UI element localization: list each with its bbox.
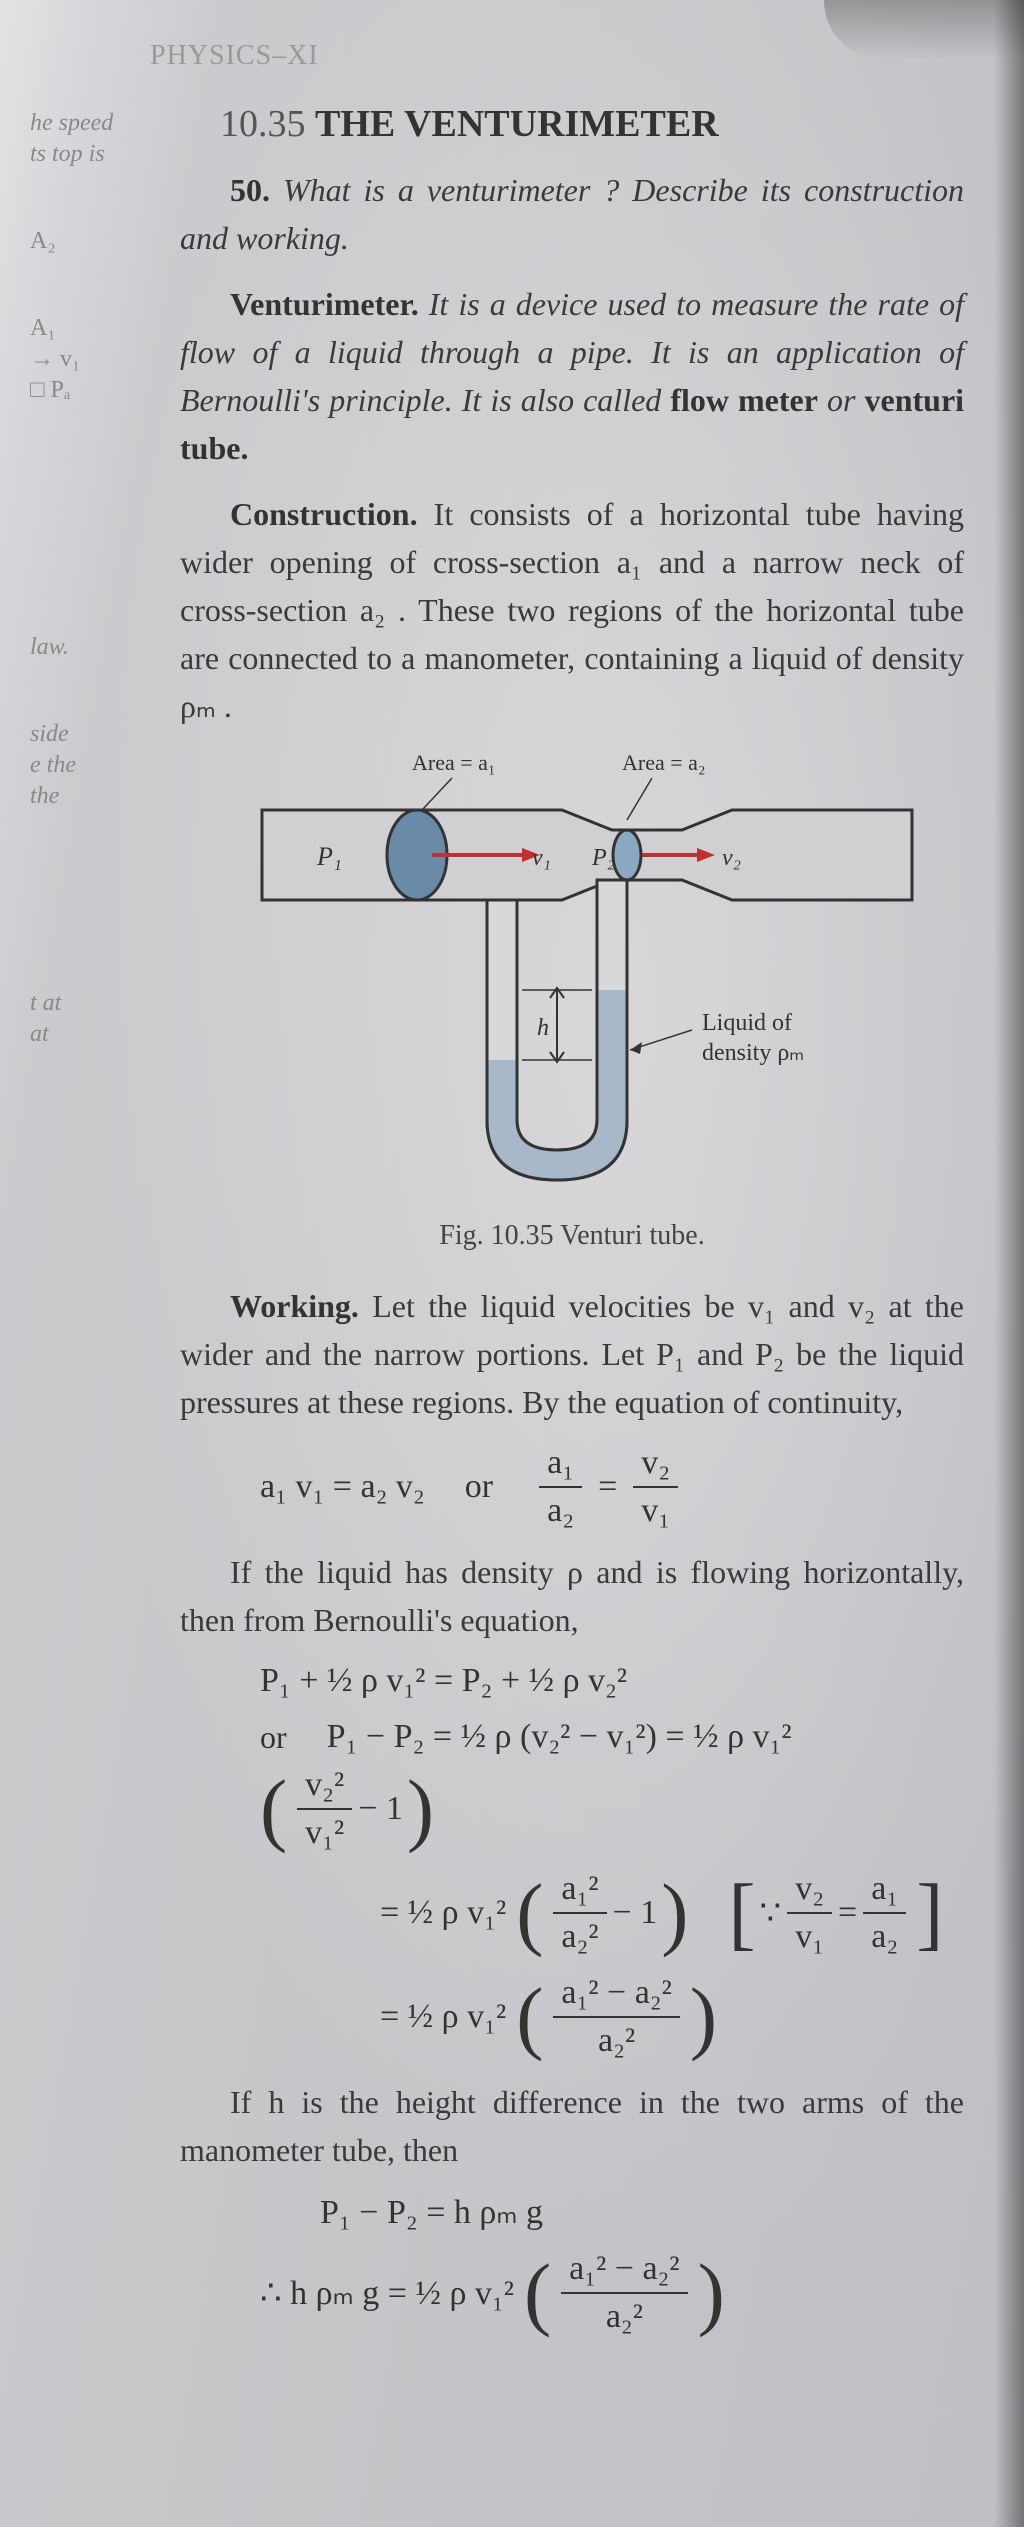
eq-continuity: a₁ v₁ = a₂ v₂ or a₁ a₂ = v₂ v₁ xyxy=(260,1444,964,1530)
para-venturimeter-def: Venturimeter. It is a device used to mea… xyxy=(180,280,964,472)
eq-pressure-diff: or P₁ − P₂ = ½ ρ (v₂² − v₁²) = ½ ρ v₁² v… xyxy=(260,1718,964,1852)
paren-group: a₁² − a₂² a₂² xyxy=(524,2250,725,2336)
fraction: v₂² v₁² xyxy=(297,1766,352,1852)
disc-a2 xyxy=(613,830,641,880)
fraction: a₁ a₂ xyxy=(863,1870,906,1956)
side-note-bracket: ∵ v₂ v₁ = a₁ a₂ xyxy=(728,1870,943,1956)
question-number: 50. xyxy=(230,172,270,208)
para-height-diff: If h is the height difference in the two… xyxy=(180,2078,964,2174)
margin-text: A₁ xyxy=(30,315,160,342)
eq-sub-a: = ½ ρ v₁² a₁² a₂² − 1 ∵ v₂ v₁ = a₁ a₂ xyxy=(380,1870,964,1956)
margin-text: the xyxy=(30,783,160,810)
question-text: What is a venturimeter ? Describe its co… xyxy=(180,172,964,256)
eq-text: ∴ h ρₘ g = ½ ρ v₁² xyxy=(260,2273,514,2313)
fraction: a₁ a₂ xyxy=(539,1444,582,1530)
page-top-curve xyxy=(824,0,1024,60)
eq-minus1: − 1 xyxy=(358,1790,403,1828)
page-header: PHYSICS–XI xyxy=(150,40,964,72)
section-title: 10.35 THE VENTURIMETER xyxy=(220,102,964,146)
eq-minus1: − 1 xyxy=(613,1894,658,1932)
margin-text: t at xyxy=(30,990,160,1017)
eq-text: a₁ v₁ = a₂ v₂ xyxy=(260,1468,425,1506)
eq-text: = ½ ρ v₁² xyxy=(380,1998,506,2036)
body-text: or xyxy=(827,382,865,418)
question-50: 50. What is a venturimeter ? Describe it… xyxy=(180,166,964,262)
eq-text: P₁ + ½ ρ v₁² = P₂ + ½ ρ v₂² xyxy=(260,1662,627,1700)
fig-label-area2: Area = a₂ xyxy=(622,750,706,775)
fraction: a₁² a₂² xyxy=(553,1870,606,1956)
pipe-body xyxy=(262,810,912,900)
margin-text: at xyxy=(30,1021,160,1048)
eq-eq: = xyxy=(598,1468,617,1506)
eq-text: = ½ ρ v₁² xyxy=(380,1894,506,1932)
fraction: v₂ v₁ xyxy=(787,1870,832,1956)
eq-therefore: ∴ h ρₘ g = ½ ρ v₁² a₁² − a₂² a₂² xyxy=(260,2250,964,2336)
section-number: 10.35 xyxy=(220,103,306,145)
paren-group: v₂² v₁² − 1 xyxy=(260,1766,434,1852)
eq-eq: = xyxy=(838,1894,857,1932)
fig-label-area1: Area = a₁ xyxy=(412,750,496,775)
margin-text: ts top is xyxy=(30,141,160,168)
left-margin-notes: he speed ts top is A₂ A₁ → v₁ □ Pₐ law. … xyxy=(0,0,170,2527)
eq-or: or xyxy=(260,1719,287,1756)
margin-text: he speed xyxy=(30,110,160,137)
term: flow meter xyxy=(670,382,818,418)
eq-or: or xyxy=(465,1468,493,1506)
fraction: a₁² − a₂² a₂² xyxy=(553,1974,679,2060)
fig-label-P1: P₁ xyxy=(316,842,342,871)
fraction: v₂ v₁ xyxy=(633,1444,678,1530)
paren-group: a₁² a₂² − 1 xyxy=(516,1870,688,1956)
margin-text: A₂ xyxy=(30,228,160,255)
eq-text: P₁ − P₂ = h ρₘ g xyxy=(320,2192,543,2232)
fig-label-v1: v₁ xyxy=(532,845,551,871)
margin-text: → v₁ xyxy=(30,346,160,373)
eq-final-fraction: = ½ ρ v₁² a₁² − a₂² a₂² xyxy=(380,1974,964,2060)
eq-text: P₁ − P₂ = ½ ρ (v₂² − v₁²) = ½ ρ v₁² xyxy=(327,1718,792,1756)
fraction: a₁² − a₂² a₂² xyxy=(561,2250,687,2336)
eq-bernoulli: P₁ + ½ ρ v₁² = P₂ + ½ ρ v₂² xyxy=(260,1662,964,1700)
margin-text: law. xyxy=(30,634,160,661)
para-bernoulli-intro: If the liquid has density ρ and is flowi… xyxy=(180,1548,964,1644)
para-construction: Construction. It consists of a horizonta… xyxy=(180,490,964,730)
section-name: THE VENTURIMETER xyxy=(315,103,719,145)
fig-label-P2: P₂ xyxy=(591,845,615,871)
term: Construction. xyxy=(230,496,418,532)
margin-text: □ Pₐ xyxy=(30,377,160,404)
fig-label-h: h xyxy=(537,1015,549,1041)
paren-group: a₁² − a₂² a₂² xyxy=(516,1974,717,2060)
margin-text: e the xyxy=(30,752,160,779)
figure-caption: Fig. 10.35 Venturi tube. xyxy=(180,1220,964,1252)
eq-manometer: P₁ − P₂ = h ρₘ g xyxy=(320,2192,964,2232)
fig-label-liquid2: density ρₘ xyxy=(702,1040,804,1066)
para-working: Working. Let the liquid velocities be v₁… xyxy=(180,1282,964,1426)
venturi-figure: Area = a₁ Area = a₂ P₁ v₁ P₂ v₂ xyxy=(222,750,922,1210)
page-edge-shadow xyxy=(994,0,1024,2527)
fig-label-v2: v₂ xyxy=(722,845,741,871)
fig-label-liquid1: Liquid of xyxy=(702,1010,792,1036)
margin-text: side xyxy=(30,721,160,748)
term: Venturimeter. xyxy=(230,286,419,322)
term: Working. xyxy=(230,1288,359,1324)
because: ∵ xyxy=(760,1893,782,1933)
